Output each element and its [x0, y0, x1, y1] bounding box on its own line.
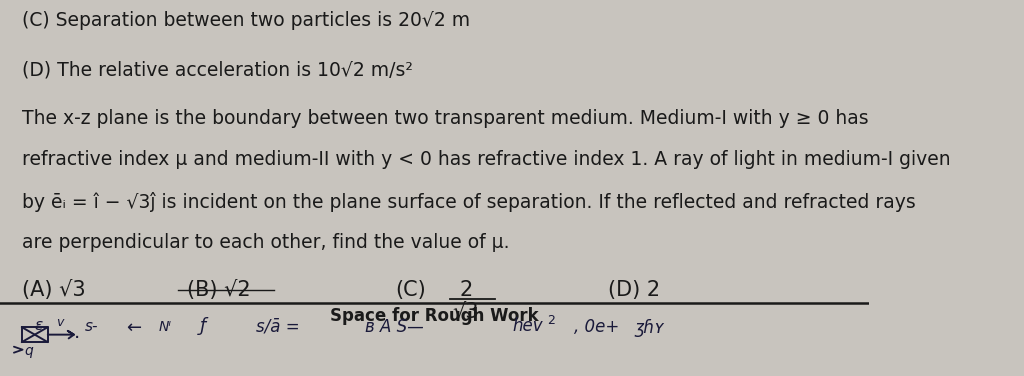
Text: are perpendicular to each other, find the value of μ.: are perpendicular to each other, find th… — [22, 233, 509, 252]
Text: ε: ε — [35, 318, 43, 333]
Text: .: . — [74, 323, 80, 343]
Text: ʒɦʏ: ʒɦʏ — [635, 319, 665, 337]
Text: by ēᵢ = î − √3ĵ is incident on the plane surface of separation. If the reflected: by ēᵢ = î − √3ĵ is incident on the plane… — [22, 192, 915, 212]
Text: (C) Separation between two particles is 20√2 m: (C) Separation between two particles is … — [22, 11, 470, 30]
Text: s/ā =: s/ā = — [256, 318, 300, 336]
Text: (A) √3: (A) √3 — [22, 280, 85, 300]
Text: refractive index μ and medium-II with y < 0 has refractive index 1. A ray of lig: refractive index μ and medium-II with y … — [22, 150, 950, 170]
Text: 2: 2 — [460, 280, 473, 300]
Text: (D) The relative acceleration is 10√2 m/s²: (D) The relative acceleration is 10√2 m/… — [22, 60, 413, 79]
Text: The x-z plane is the boundary between two transparent medium. Medium-I with y ≥ : The x-z plane is the boundary between tw… — [22, 109, 868, 128]
Text: √3: √3 — [452, 302, 478, 321]
Text: v: v — [56, 316, 63, 329]
Text: 2: 2 — [548, 314, 555, 327]
Text: ←: ← — [126, 319, 141, 337]
Text: в А S—: в А S— — [365, 318, 424, 336]
Text: q: q — [25, 344, 33, 358]
Text: hеv: hеv — [513, 317, 544, 335]
Text: ƒ: ƒ — [200, 317, 206, 335]
Text: (B) √2: (B) √2 — [186, 280, 251, 300]
Text: Nᴵ: Nᴵ — [159, 320, 172, 334]
Text: , 0e+: , 0e+ — [573, 318, 618, 336]
Text: (C): (C) — [395, 280, 426, 300]
Text: s-: s- — [85, 319, 98, 334]
Text: (D) 2: (D) 2 — [608, 280, 660, 300]
Text: Space for Rough Work: Space for Rough Work — [331, 307, 539, 325]
